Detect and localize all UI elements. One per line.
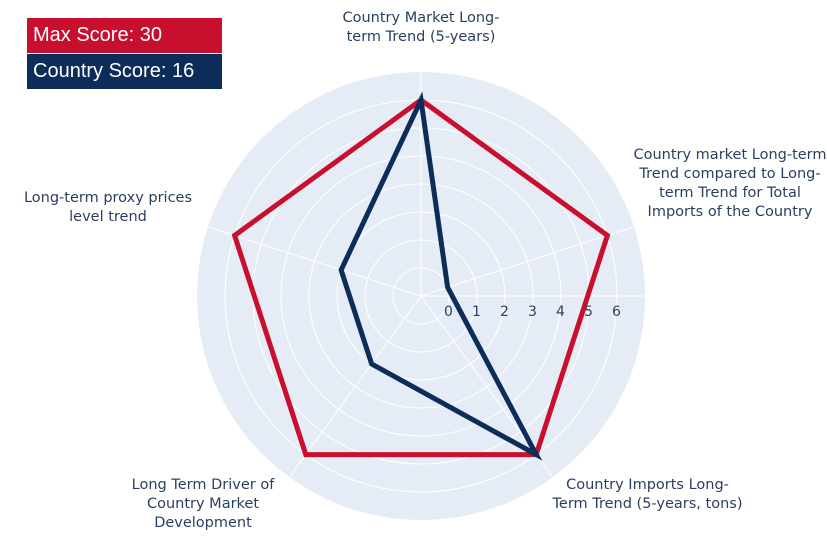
- radial-tick-label: 6: [612, 304, 621, 320]
- radial-tick-label: 5: [584, 304, 593, 320]
- series-line: [231, 96, 611, 458]
- axis-label: Long Term Driver of Country Market Devel…: [131, 477, 275, 531]
- angular-grid-line: [288, 295, 422, 478]
- radial-tick-label: 4: [556, 304, 565, 320]
- angular-grid-line: [207, 226, 422, 297]
- legend-entry: Max Score: 30: [27, 18, 222, 53]
- radial-tick-label: 1: [472, 304, 481, 320]
- axis-label: Country market Long-term Trend compared …: [633, 147, 827, 220]
- axis-label: Long-term proxy prices level trend: [23, 190, 193, 225]
- angular-grid-line: [420, 226, 635, 297]
- radial-tick-label: 0: [444, 304, 453, 320]
- series-line: [338, 91, 543, 461]
- legend-entry: Country Score: 16: [27, 54, 222, 89]
- axis-label: Country Imports Long-Term Trend (5-years…: [552, 477, 743, 512]
- radial-tick-label: 2: [500, 304, 509, 320]
- radial-tick-label: 3: [528, 304, 537, 320]
- axis-label: Country Market Long-term Trend (5-years): [342, 10, 500, 45]
